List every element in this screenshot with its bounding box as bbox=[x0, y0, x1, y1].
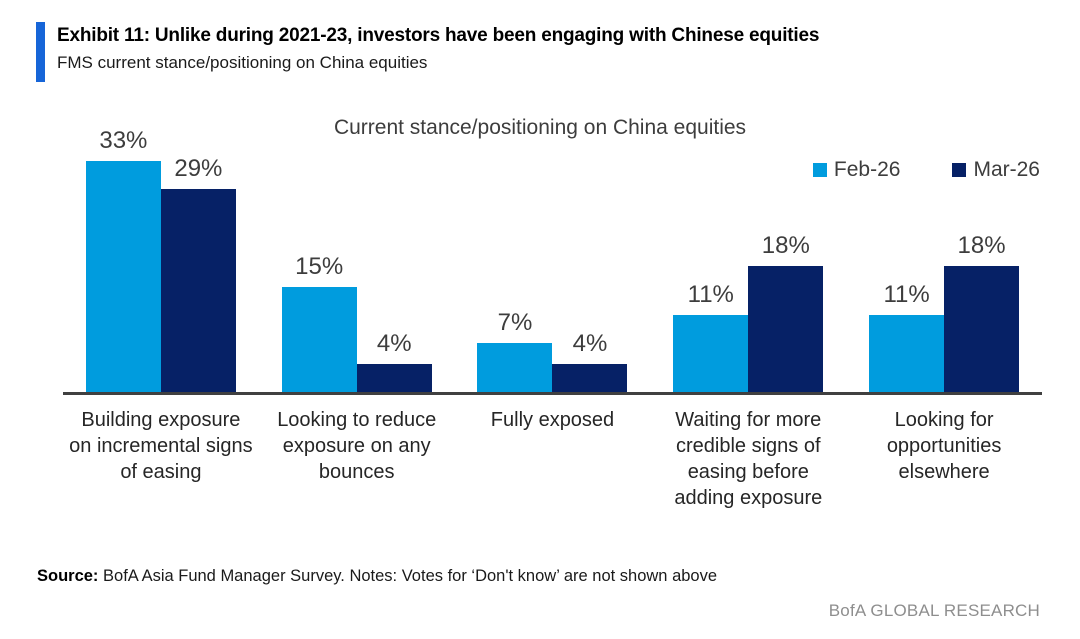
bar-mar-26 bbox=[356, 364, 432, 392]
category-label: Building exposure on incremental signs o… bbox=[69, 409, 253, 483]
bar-group: 11% 18% bbox=[650, 232, 846, 392]
bar-plot-area: 33% 29% 15% 4% 7% 4% 11% 18% 11% 18% bbox=[63, 127, 1042, 392]
bar-with-label: 15% bbox=[281, 253, 357, 392]
bar-with-label: 18% bbox=[748, 232, 824, 392]
x-axis-line bbox=[63, 392, 1042, 395]
value-label: 18% bbox=[761, 232, 810, 259]
bar-with-label: 11% bbox=[673, 281, 749, 392]
bofa-global-research-brand: BofA GLOBAL RESEARCH bbox=[828, 601, 1040, 620]
legend-item-mar-26: Mar-26 bbox=[952, 158, 1040, 182]
chart-legend: Feb-26 Mar-26 bbox=[812, 158, 1040, 182]
exhibit-header: Exhibit 11: Unlike during 2021-23, inves… bbox=[36, 22, 819, 82]
category-label: Looking for opportunities elsewhere bbox=[886, 409, 1002, 483]
legend-label: Mar-26 bbox=[973, 158, 1040, 181]
bar-with-label: 4% bbox=[356, 330, 432, 392]
bar-feb-26 bbox=[869, 315, 945, 392]
source-note: Source: BofA Asia Fund Manager Survey. N… bbox=[37, 567, 717, 586]
category-label: Looking to reduce exposure on any bounce… bbox=[277, 409, 437, 483]
bar-group: 7% 4% bbox=[455, 309, 651, 392]
bar-with-label: 4% bbox=[552, 330, 628, 392]
value-label: 11% bbox=[687, 281, 734, 308]
value-label: 4% bbox=[376, 330, 412, 357]
legend-swatch-icon bbox=[952, 163, 967, 177]
source-text: BofA Asia Fund Manager Survey. Notes: Vo… bbox=[103, 567, 718, 585]
bar-feb-26 bbox=[673, 315, 749, 392]
bar-with-label: 7% bbox=[477, 309, 553, 392]
category-label: Waiting for more credible signs of easin… bbox=[674, 409, 823, 509]
exhibit-subtitle: FMS current stance/positioning on China … bbox=[57, 52, 428, 72]
value-label: 15% bbox=[295, 253, 344, 280]
value-label: 7% bbox=[497, 309, 533, 336]
bar-with-label: 29% bbox=[160, 155, 236, 392]
value-label: 33% bbox=[99, 127, 148, 154]
value-label: 29% bbox=[174, 155, 223, 182]
bar-mar-26 bbox=[552, 364, 628, 392]
category-axis-labels: Building exposure on incremental signs o… bbox=[63, 407, 1042, 511]
legend-swatch-icon bbox=[812, 163, 827, 177]
bar-with-label: 33% bbox=[85, 127, 161, 392]
source-label: Source: bbox=[37, 567, 99, 585]
value-label: 18% bbox=[957, 232, 1006, 259]
bar-group: 15% 4% bbox=[259, 253, 455, 392]
exhibit-accent-bar bbox=[36, 22, 45, 82]
bar-mar-26 bbox=[160, 189, 236, 392]
legend-label: Feb-26 bbox=[833, 158, 901, 181]
bar-mar-26 bbox=[944, 266, 1020, 392]
bar-with-label: 11% bbox=[869, 281, 945, 392]
bar-feb-26 bbox=[281, 287, 357, 392]
bar-group: 33% 29% bbox=[63, 127, 259, 392]
chart-title: Current stance/positioning on China equi… bbox=[333, 116, 747, 139]
value-label: 4% bbox=[572, 330, 608, 357]
bar-mar-26 bbox=[748, 266, 824, 392]
category-label: Fully exposed bbox=[490, 409, 615, 431]
bar-group: 11% 18% bbox=[846, 232, 1042, 392]
value-label: 11% bbox=[883, 281, 930, 308]
bar-feb-26 bbox=[85, 161, 161, 392]
exhibit-title: Exhibit 11: Unlike during 2021-23, inves… bbox=[57, 25, 820, 46]
exhibit-header-text: Exhibit 11: Unlike during 2021-23, inves… bbox=[57, 22, 819, 82]
bar-feb-26 bbox=[477, 343, 553, 392]
bar-with-label: 18% bbox=[944, 232, 1020, 392]
legend-item-feb-26: Feb-26 bbox=[812, 158, 901, 182]
